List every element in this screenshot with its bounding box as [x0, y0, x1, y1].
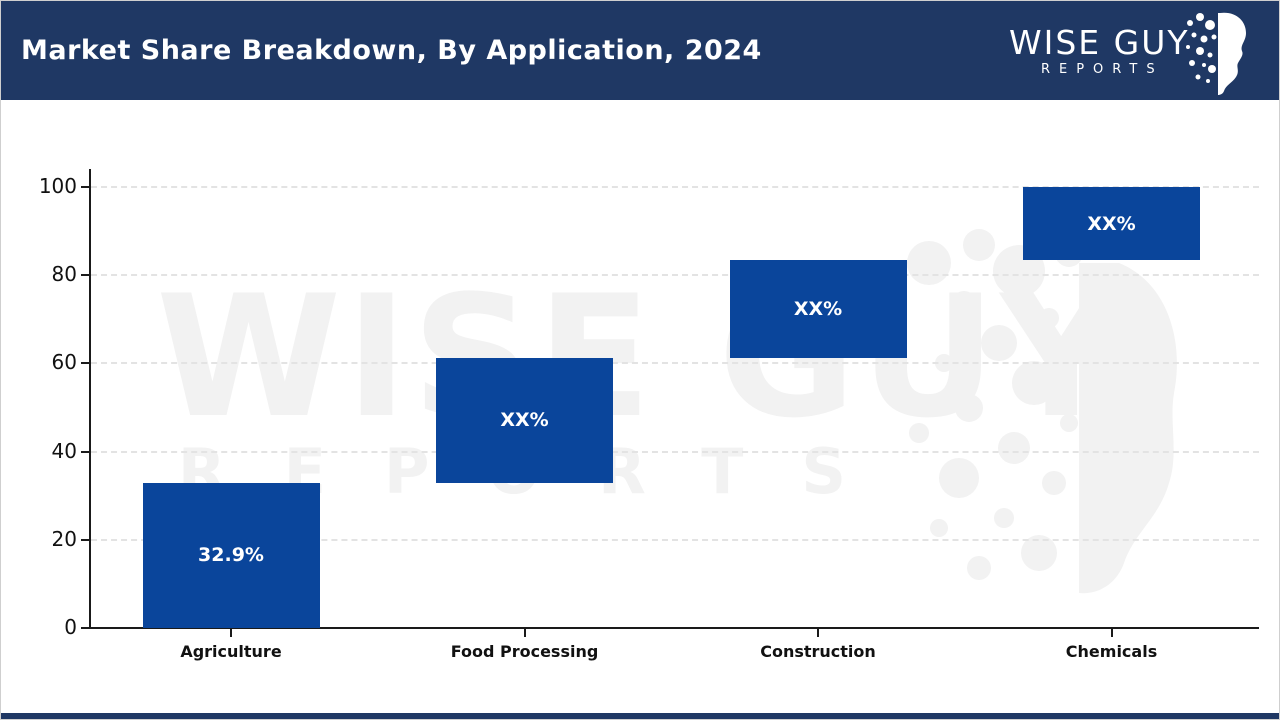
logo-reports-label: REPORTS	[1040, 62, 1164, 77]
bar-value-label: XX%	[500, 409, 549, 432]
y-tick-mark-20	[81, 538, 89, 541]
x-axis-label-food-processing: Food Processing	[450, 642, 599, 661]
gridline-20	[91, 538, 1259, 541]
y-tick-mark-0	[81, 627, 89, 629]
y-tick-mark-100	[81, 186, 89, 188]
bar-chemicals: XX%	[1023, 187, 1200, 261]
x-tick-mark-1	[230, 629, 232, 637]
y-tick-label-100: 100	[38, 174, 77, 198]
y-tick-mark-60	[81, 362, 89, 365]
x-tick-mark-4	[1110, 629, 1113, 637]
y-tick-mark-80	[81, 274, 89, 277]
bar-agriculture: 32.9%	[142, 482, 320, 628]
chart-header: Market Share Breakdown, By Application, …	[1, 1, 1279, 100]
bar-value-label: XX%	[1087, 212, 1136, 235]
x-tick-mark-2	[523, 629, 526, 637]
x-tick-mark-3	[817, 629, 819, 637]
y-tick-label-60: 60	[51, 350, 77, 375]
gridline-40	[91, 450, 1259, 453]
gridline-80	[91, 274, 1259, 277]
y-tick-label-80: 80	[51, 262, 77, 287]
x-axis-spine	[89, 627, 1259, 629]
gridline-60	[91, 362, 1259, 365]
x-axis-label-chemicals: Chemicals	[1065, 642, 1158, 661]
y-tick-label-0: 0	[64, 615, 77, 639]
x-axis-label-construction: Construction	[760, 642, 876, 661]
logo-face-icon	[1185, 12, 1246, 95]
wiseguy-logo-text: WISE GUY REPORTS	[1009, 26, 1190, 76]
y-tick-label-40: 40	[51, 438, 77, 463]
chart-title: Market Share Breakdown, By Application, …	[21, 35, 762, 66]
wiseguy-logo: WISE GUY REPORTS	[1009, 7, 1275, 95]
bar-value-label: 32.9%	[198, 544, 264, 567]
watermark-face-dots-icon	[907, 229, 1177, 594]
logo-wiseguy-label: WISE GUY	[1009, 23, 1190, 62]
footer-bar	[1, 713, 1279, 719]
y-tick-mark-40	[81, 450, 89, 453]
y-axis-spine	[89, 169, 91, 629]
y-tick-label-20: 20	[51, 526, 77, 551]
x-axis-label-agriculture: Agriculture	[180, 642, 282, 661]
gridline-100	[91, 186, 1259, 188]
bar-value-label: XX%	[793, 298, 843, 321]
bar-food-processing: XX%	[436, 358, 613, 483]
bar-construction: XX%	[729, 260, 907, 359]
